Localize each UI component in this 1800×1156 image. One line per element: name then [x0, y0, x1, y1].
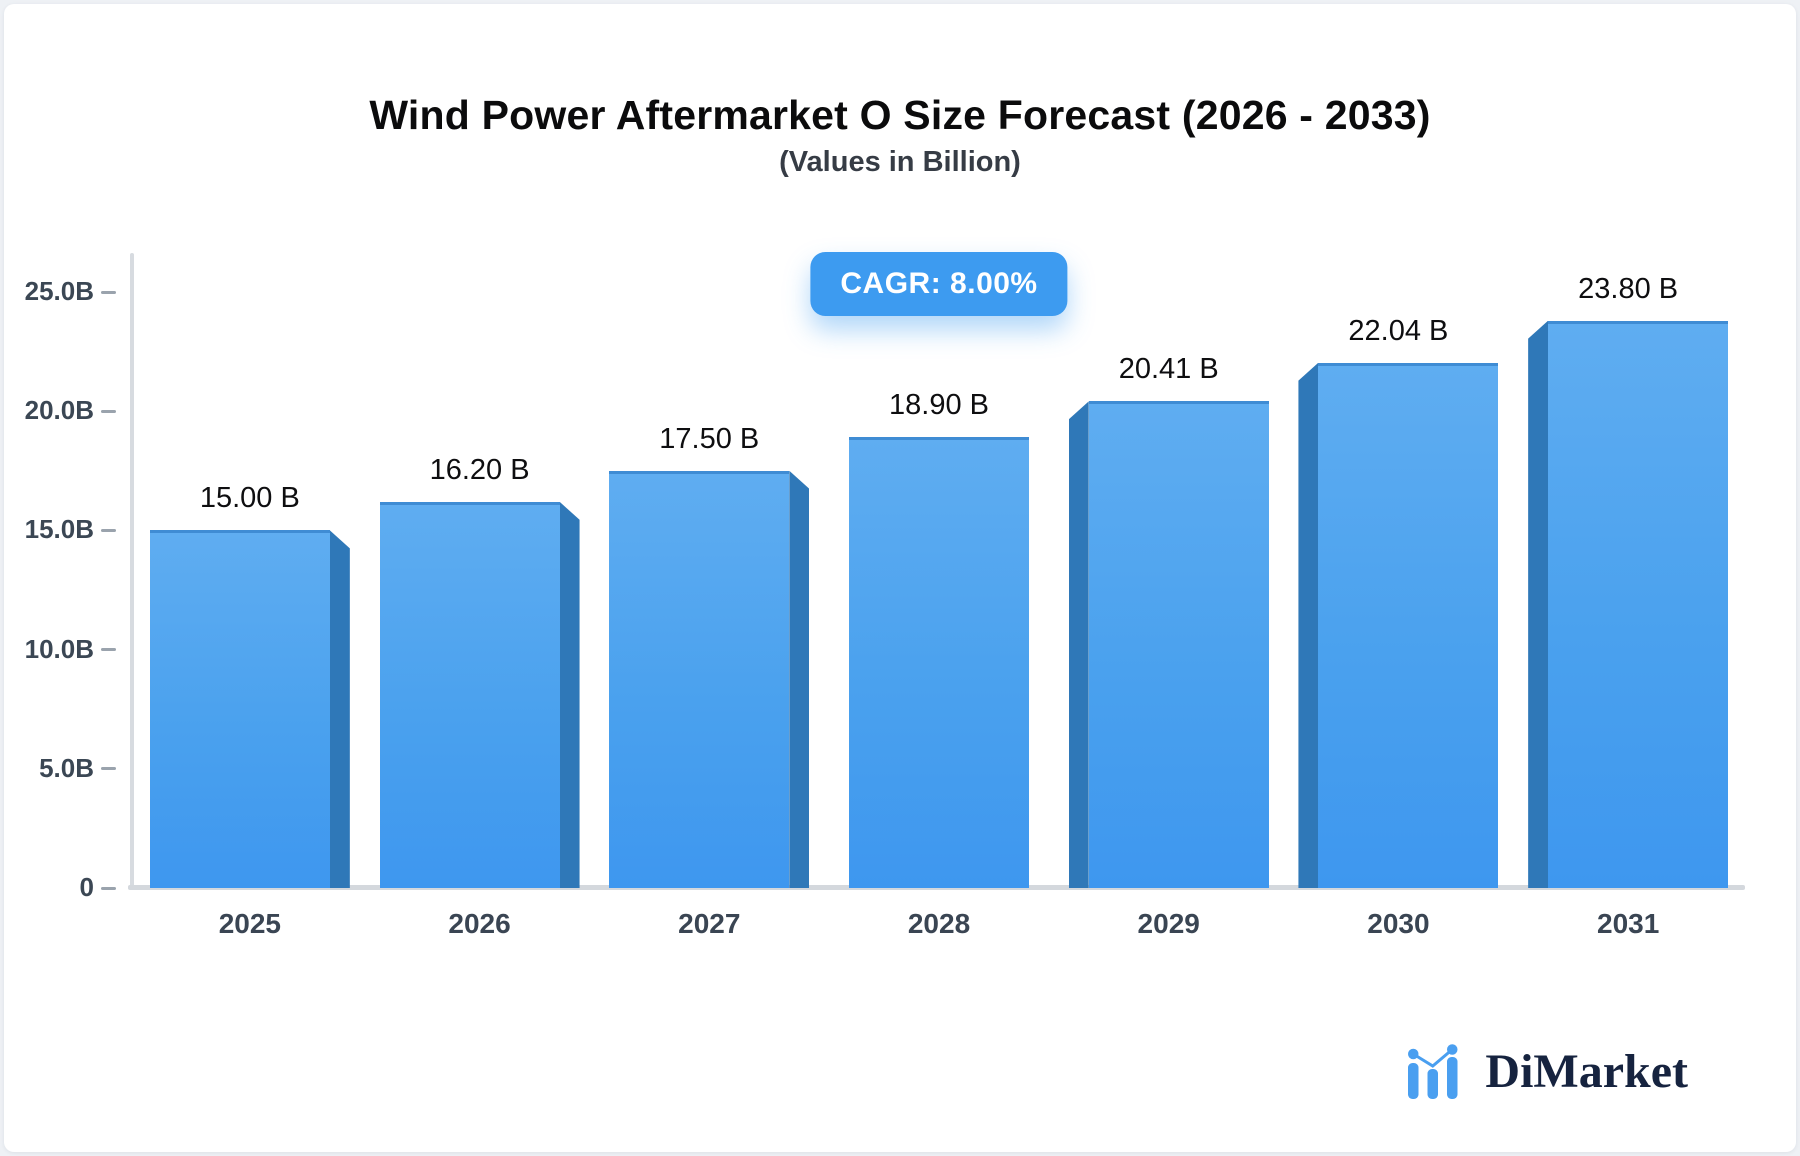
bar-chart-logo-icon	[1405, 1042, 1471, 1102]
bar-2026	[379, 501, 580, 888]
brand-name: DiMarket	[1485, 1045, 1688, 1098]
bar-face	[379, 501, 560, 888]
y-tick-mark	[101, 528, 116, 532]
y-tick-mark	[101, 886, 116, 890]
bar-value-label: 17.50 B	[659, 422, 760, 455]
bar-face	[149, 530, 330, 888]
bar-bevel	[789, 470, 810, 888]
bar-2027	[609, 470, 810, 888]
bar-bevel	[559, 501, 580, 888]
bar-2028	[839, 437, 1039, 888]
x-axis-label: 2025	[218, 908, 281, 939]
bar-bevel	[1068, 401, 1089, 888]
bar-bevel	[1528, 320, 1549, 888]
y-tick-mark	[101, 648, 116, 652]
bar-face	[609, 470, 790, 888]
x-axis-label: 2029	[1137, 908, 1200, 939]
x-axis-label: 2031	[1596, 908, 1660, 939]
x-axis-label: 2030	[1367, 908, 1430, 939]
bar-bevel	[1298, 362, 1319, 888]
y-axis-line	[130, 253, 134, 889]
bar-face	[1318, 362, 1499, 888]
y-tick-label: 15.0B	[24, 514, 94, 545]
y-tick-mark	[101, 290, 116, 294]
bar-value-label: 15.00 B	[199, 482, 300, 515]
bar-2030	[1298, 362, 1499, 888]
bar-value-label: 16.20 B	[429, 453, 530, 486]
bar-2029	[1068, 401, 1269, 888]
cagr-badge: CAGR: 8.00%	[810, 252, 1068, 316]
y-tick-label: 10.0B	[24, 633, 94, 664]
bar-value-label: 20.41 B	[1118, 353, 1219, 386]
y-tick-label: 5.0B	[39, 752, 94, 783]
bar-face	[1548, 320, 1729, 888]
chart-subtitle: (Values in Billion)	[779, 146, 1021, 178]
y-tick-label: 25.0B	[24, 276, 94, 306]
y-tick-label: 0	[79, 872, 94, 902]
chart-title: Wind Power Aftermarket O Size Forecast (…	[369, 92, 1431, 138]
x-axis-label: 2027	[678, 908, 741, 939]
x-axis-label: 2028	[907, 908, 971, 939]
bar-face	[849, 437, 1029, 888]
bar-2025	[149, 530, 350, 888]
bar-bevel	[329, 530, 350, 888]
brand-logo: DiMarket	[1405, 1042, 1688, 1102]
y-tick-label: 20.0B	[24, 395, 94, 426]
bar-2031	[1528, 320, 1729, 888]
bar-value-label: 22.04 B	[1348, 314, 1449, 347]
bar-value-label: 18.90 B	[889, 389, 989, 422]
bar-value-label: 23.80 B	[1578, 272, 1679, 305]
y-tick-mark	[101, 409, 116, 413]
x-axis-label: 2026	[448, 908, 511, 939]
bar-face	[1088, 401, 1269, 888]
y-tick-mark	[101, 767, 116, 771]
